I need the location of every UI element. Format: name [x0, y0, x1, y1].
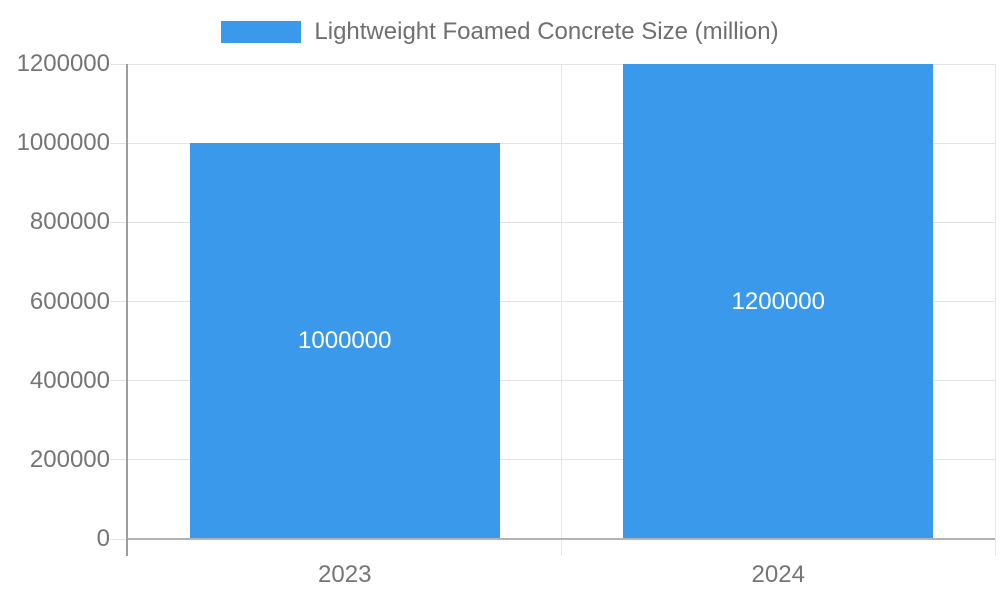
y-tick-mark	[110, 221, 128, 223]
y-tick-mark	[110, 380, 128, 382]
x-axis-line	[128, 538, 995, 540]
x-axis-label: 2024	[751, 561, 805, 588]
y-tick-mark	[110, 63, 128, 65]
y-tick-label: 200000	[29, 445, 110, 473]
x-tick-mark	[561, 539, 562, 556]
legend-label: Lightweight Foamed Concrete Size (millio…	[314, 18, 779, 45]
x-tick-mark	[994, 539, 996, 556]
bar-value-label: 1200000	[731, 287, 825, 315]
bar-value-label: 1000000	[298, 327, 392, 355]
y-tick-label: 400000	[29, 366, 110, 394]
legend-swatch	[221, 21, 302, 43]
y-tick-mark	[110, 301, 128, 302]
y-tick-label: 800000	[29, 208, 110, 236]
category-gridline	[994, 64, 996, 539]
y-axis-line	[126, 64, 128, 556]
y-tick-mark	[110, 538, 128, 540]
y-tick-label: 600000	[29, 287, 110, 315]
category-gridline	[561, 64, 562, 539]
y-tick-label: 0	[96, 525, 110, 552]
bar-2023[interactable]	[189, 143, 500, 539]
y-tick-mark	[110, 142, 128, 144]
legend[interactable]: Lightweight Foamed Concrete Size (millio…	[0, 19, 1000, 45]
y-tick-label: 1000000	[16, 129, 110, 157]
y-tick-label: 1200000	[16, 50, 110, 77]
y-tick-mark	[110, 459, 128, 461]
x-axis-label: 2023	[318, 561, 372, 588]
bar-2024[interactable]	[623, 64, 934, 539]
